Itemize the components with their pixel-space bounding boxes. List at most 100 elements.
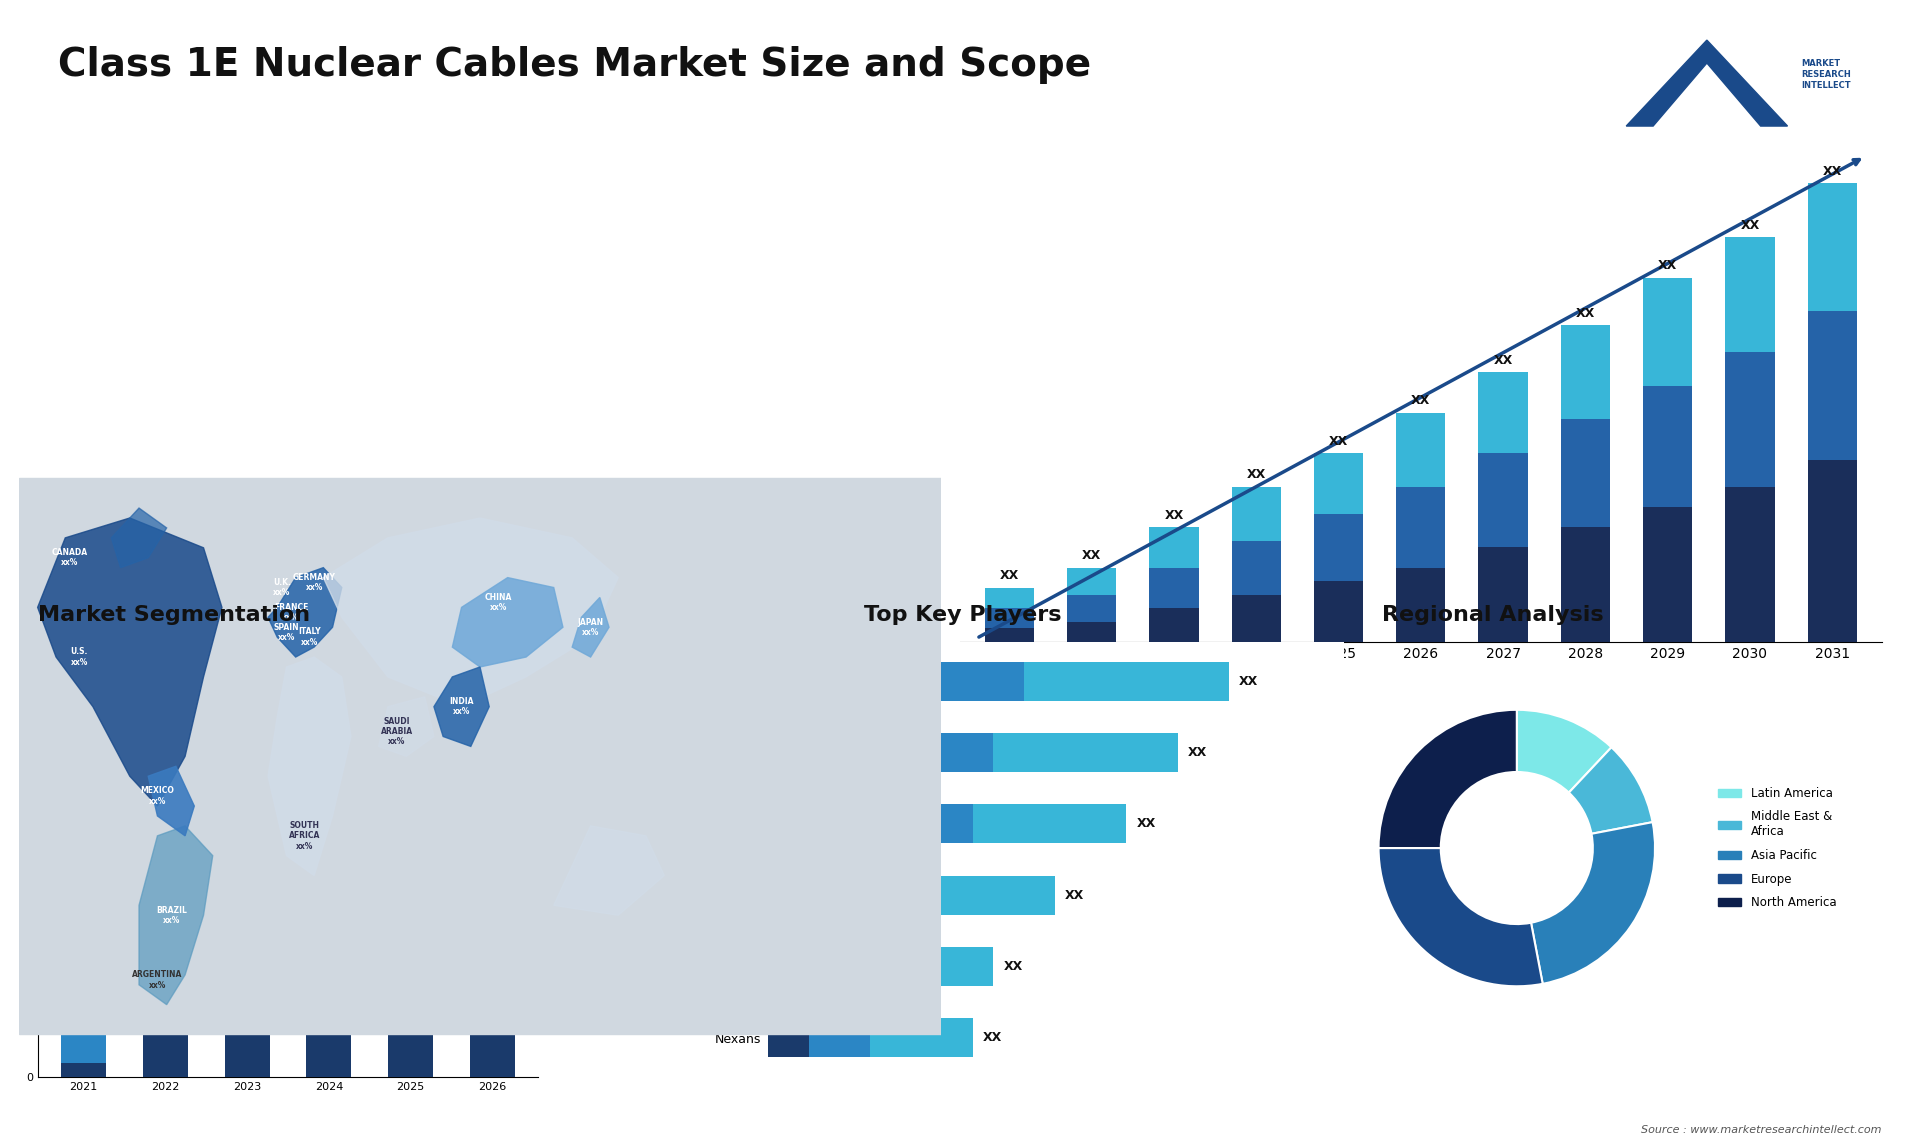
Bar <box>470 912 515 1077</box>
Bar <box>225 974 269 1077</box>
Polygon shape <box>138 826 213 1005</box>
Bar <box>388 733 434 788</box>
Text: BRAZIL
xx%: BRAZIL xx% <box>156 905 186 925</box>
Bar <box>388 788 434 933</box>
Bar <box>768 947 891 986</box>
Bar <box>1231 487 1281 541</box>
Bar <box>1396 413 1446 487</box>
Legend: Type, Application, Geography: Type, Application, Geography <box>553 670 668 740</box>
Text: ITALY
xx%: ITALY xx% <box>298 628 321 646</box>
Text: U.K.
xx%: U.K. xx% <box>273 578 290 597</box>
Polygon shape <box>269 657 351 876</box>
Bar <box>142 967 188 1022</box>
Text: XX: XX <box>1494 354 1513 367</box>
Text: CHINA
xx%: CHINA xx% <box>484 592 513 612</box>
Text: XX: XX <box>1000 570 1020 582</box>
Bar <box>768 661 1229 701</box>
Bar <box>1807 183 1857 312</box>
Text: Top Key Players: Top Key Players <box>864 605 1062 625</box>
Text: XX: XX <box>1740 219 1759 231</box>
Bar <box>307 953 351 1077</box>
Bar <box>768 876 851 915</box>
Bar <box>61 988 106 1022</box>
Bar <box>768 733 1177 772</box>
Text: XX: XX <box>1246 469 1265 481</box>
Bar <box>142 1022 188 1077</box>
Text: XX: XX <box>1329 434 1348 448</box>
Bar <box>1726 352 1774 487</box>
Bar <box>1726 487 1774 642</box>
Bar <box>61 1022 106 1063</box>
Wedge shape <box>1569 747 1653 834</box>
Polygon shape <box>1626 40 1788 126</box>
Bar <box>1313 453 1363 513</box>
Bar <box>307 802 351 857</box>
Bar <box>61 1063 106 1077</box>
Bar <box>1644 385 1692 507</box>
Text: XX: XX <box>1576 306 1596 320</box>
Text: Regional Analysis: Regional Analysis <box>1382 605 1603 625</box>
Wedge shape <box>1379 709 1517 848</box>
Bar <box>768 876 1054 915</box>
Wedge shape <box>1379 848 1542 987</box>
Bar <box>1313 513 1363 581</box>
Text: XX: XX <box>983 1031 1002 1044</box>
Text: CANADA
xx%: CANADA xx% <box>52 548 88 567</box>
Text: XX: XX <box>1659 259 1678 273</box>
Text: Market Segmentation: Market Segmentation <box>38 605 311 625</box>
Polygon shape <box>38 518 223 806</box>
Polygon shape <box>572 597 609 657</box>
Bar <box>1150 609 1198 642</box>
Bar <box>470 754 515 912</box>
Bar <box>768 804 973 843</box>
Bar <box>985 609 1035 628</box>
Bar <box>1068 567 1116 595</box>
Bar <box>1478 372 1528 453</box>
Polygon shape <box>269 567 342 657</box>
Bar <box>1561 419 1611 527</box>
Text: SPAIN
xx%: SPAIN xx% <box>275 622 300 642</box>
Text: Class 1E Nuclear Cables Market Size and Scope: Class 1E Nuclear Cables Market Size and … <box>58 46 1091 84</box>
Bar <box>1807 312 1857 460</box>
Bar <box>1231 595 1281 642</box>
Text: XX: XX <box>1411 394 1430 407</box>
Bar <box>1396 567 1446 642</box>
Bar <box>1478 453 1528 548</box>
Bar <box>1726 237 1774 352</box>
Bar <box>985 628 1035 642</box>
Bar <box>1807 460 1857 642</box>
Bar <box>1068 621 1116 642</box>
Bar <box>1396 487 1446 567</box>
Text: XX: XX <box>1137 817 1156 831</box>
Text: INDIA
xx%: INDIA xx% <box>449 697 474 716</box>
Bar <box>1561 325 1611 419</box>
Polygon shape <box>553 826 664 916</box>
Text: XX: XX <box>1004 960 1023 973</box>
Bar <box>470 692 515 754</box>
Bar <box>1561 527 1611 642</box>
Text: MEXICO
xx%: MEXICO xx% <box>140 786 175 806</box>
Bar <box>768 1018 808 1058</box>
Bar <box>768 733 891 772</box>
Bar <box>388 933 434 1077</box>
Polygon shape <box>378 697 434 756</box>
Bar <box>1068 595 1116 621</box>
Bar <box>985 588 1035 609</box>
Bar <box>1150 527 1198 567</box>
Bar <box>768 733 993 772</box>
Bar <box>307 857 351 953</box>
Polygon shape <box>453 578 563 667</box>
Bar <box>1231 541 1281 595</box>
Bar <box>142 940 188 967</box>
Bar <box>225 871 269 905</box>
Legend: Latin America, Middle East &
Africa, Asia Pacific, Europe, North America: Latin America, Middle East & Africa, Asi… <box>1713 782 1841 915</box>
Bar <box>768 876 931 915</box>
Polygon shape <box>148 767 194 835</box>
Polygon shape <box>323 518 618 707</box>
Text: MARKET
RESEARCH
INTELLECT: MARKET RESEARCH INTELLECT <box>1801 58 1851 91</box>
Bar <box>768 947 993 986</box>
Text: FRANCE
xx%: FRANCE xx% <box>275 603 309 622</box>
Bar <box>1313 581 1363 642</box>
Bar <box>1478 548 1528 642</box>
Text: XX: XX <box>1822 165 1841 178</box>
